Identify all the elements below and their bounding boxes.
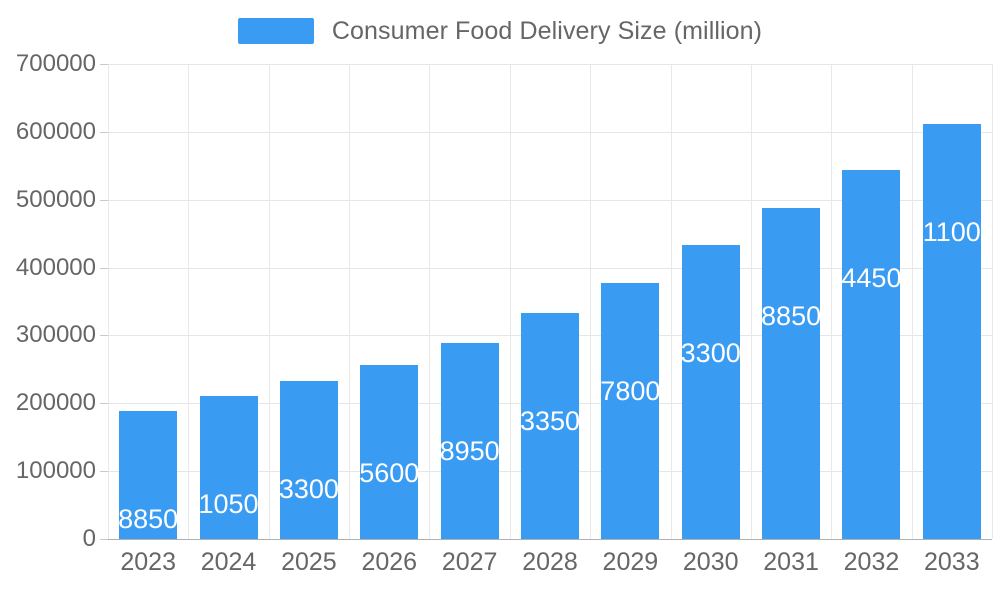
y-axis-labels: 0 100000 200000 300000 400000 500000 600000 700… — [0, 0, 108, 600]
y-axis-tick-mark — [100, 131, 108, 133]
x-axis-tick-label: 2030 — [682, 548, 739, 576]
y-axis-tick-mark — [100, 539, 108, 540]
bar-value-label: 289500 — [440, 435, 499, 466]
y-axis-tick-mark — [100, 471, 108, 473]
y-axis-tick-label: 500000 — [15, 185, 96, 213]
y-axis-tick-mark — [100, 64, 108, 65]
bar-value-label: 488500 — [762, 300, 821, 331]
x-axis-tick-label: 2025 — [281, 548, 337, 576]
y-axis-tick-label: 0 — [82, 525, 96, 552]
x-axis-labels: 2023 2024 2025 2026 2027 2028 2029 2030 2031 2032… — [108, 548, 992, 592]
y-axis-tick-label: 200000 — [15, 389, 96, 417]
vertical-gridline — [670, 64, 672, 539]
y-axis-tick-label: 600000 — [15, 117, 96, 145]
bar[interactable]: 233000 — [279, 380, 338, 539]
legend-color-swatch[interactable] — [237, 18, 314, 44]
horizontal-gridline — [108, 267, 992, 269]
y-axis-tick-label: 700000 — [15, 50, 96, 77]
x-axis-baseline — [108, 539, 992, 540]
bar-slot: 488500 — [751, 64, 831, 539]
x-axis-tick-label: 2032 — [843, 548, 900, 576]
vertical-gridline — [429, 64, 431, 539]
y-axis-tick-mark — [100, 335, 108, 337]
vertical-gridline — [590, 64, 592, 539]
vertical-gridline — [911, 64, 913, 539]
horizontal-gridline — [108, 199, 992, 201]
y-axis-tick-mark — [100, 267, 108, 269]
x-axis-tick-label: 2033 — [924, 548, 980, 576]
bar-series: 188500 210500 233000 256000 289500 333500 3780… — [108, 64, 992, 539]
bar-slot: 433000 — [671, 64, 751, 539]
bar[interactable]: 544500 — [842, 169, 901, 539]
bar-slot: 188500 — [108, 64, 188, 539]
bar[interactable]: 378000 — [601, 282, 660, 539]
bar-value-label: 544500 — [842, 262, 901, 293]
y-axis-tick-mark — [100, 403, 108, 405]
horizontal-gridline — [108, 64, 992, 65]
y-axis-tick-label: 400000 — [15, 253, 96, 281]
bar-slot: 256000 — [349, 64, 429, 539]
vertical-gridline — [188, 64, 190, 539]
bar[interactable]: 188500 — [119, 411, 178, 539]
x-axis-tick-label: 2023 — [120, 548, 176, 576]
x-axis-tick-label: 2026 — [361, 548, 418, 576]
bar-slot: 333500 — [510, 64, 590, 539]
legend-label[interactable]: Consumer Food Delivery Size (million) — [331, 16, 763, 45]
bar-slot: 611000 — [912, 64, 992, 539]
bar-slot: 233000 — [269, 64, 349, 539]
vertical-gridline — [831, 64, 833, 539]
bar-slot: 289500 — [429, 64, 509, 539]
bar[interactable]: 611000 — [922, 124, 981, 539]
bar-value-label: 433000 — [681, 338, 740, 369]
bar[interactable]: 333500 — [520, 312, 579, 539]
bar-value-label: 233000 — [279, 473, 338, 504]
bar-slot: 378000 — [590, 64, 670, 539]
bar-slot: 210500 — [188, 64, 268, 539]
x-axis-tick-label: 2031 — [763, 548, 819, 576]
horizontal-gridline — [108, 131, 992, 133]
y-axis-tick-label: 100000 — [15, 457, 96, 485]
bar[interactable]: 488500 — [762, 207, 821, 539]
bar-value-label: 188500 — [119, 504, 178, 535]
bar-value-label: 611000 — [922, 217, 981, 248]
vertical-gridline — [992, 64, 993, 539]
bar[interactable]: 433000 — [681, 245, 740, 539]
x-axis-tick-label: 2024 — [200, 548, 257, 576]
bar[interactable]: 289500 — [440, 342, 499, 539]
bar-value-label: 256000 — [360, 458, 419, 489]
vertical-gridline — [509, 64, 511, 539]
y-axis-tick-label: 300000 — [15, 321, 96, 349]
bar[interactable]: 256000 — [360, 365, 419, 539]
vertical-gridline — [750, 64, 752, 539]
x-axis-tick-label: 2028 — [522, 548, 578, 576]
x-axis-tick-label: 2029 — [602, 548, 659, 576]
y-axis-tick-mark — [100, 199, 108, 201]
bar-value-label: 378000 — [601, 375, 660, 406]
bar[interactable]: 210500 — [199, 396, 258, 539]
bar-slot: 544500 — [831, 64, 911, 539]
chart-legend[interactable]: Consumer Food Delivery Size (million) — [0, 12, 1000, 50]
vertical-gridline — [268, 64, 270, 539]
x-axis-tick-label: 2027 — [441, 548, 498, 576]
bar-value-label: 210500 — [199, 489, 258, 520]
vertical-gridline — [349, 64, 351, 539]
vertical-gridline — [108, 64, 109, 539]
plot-area: 188500 210500 233000 256000 289500 333500 3780… — [108, 64, 993, 540]
bar-value-label: 333500 — [520, 405, 579, 436]
